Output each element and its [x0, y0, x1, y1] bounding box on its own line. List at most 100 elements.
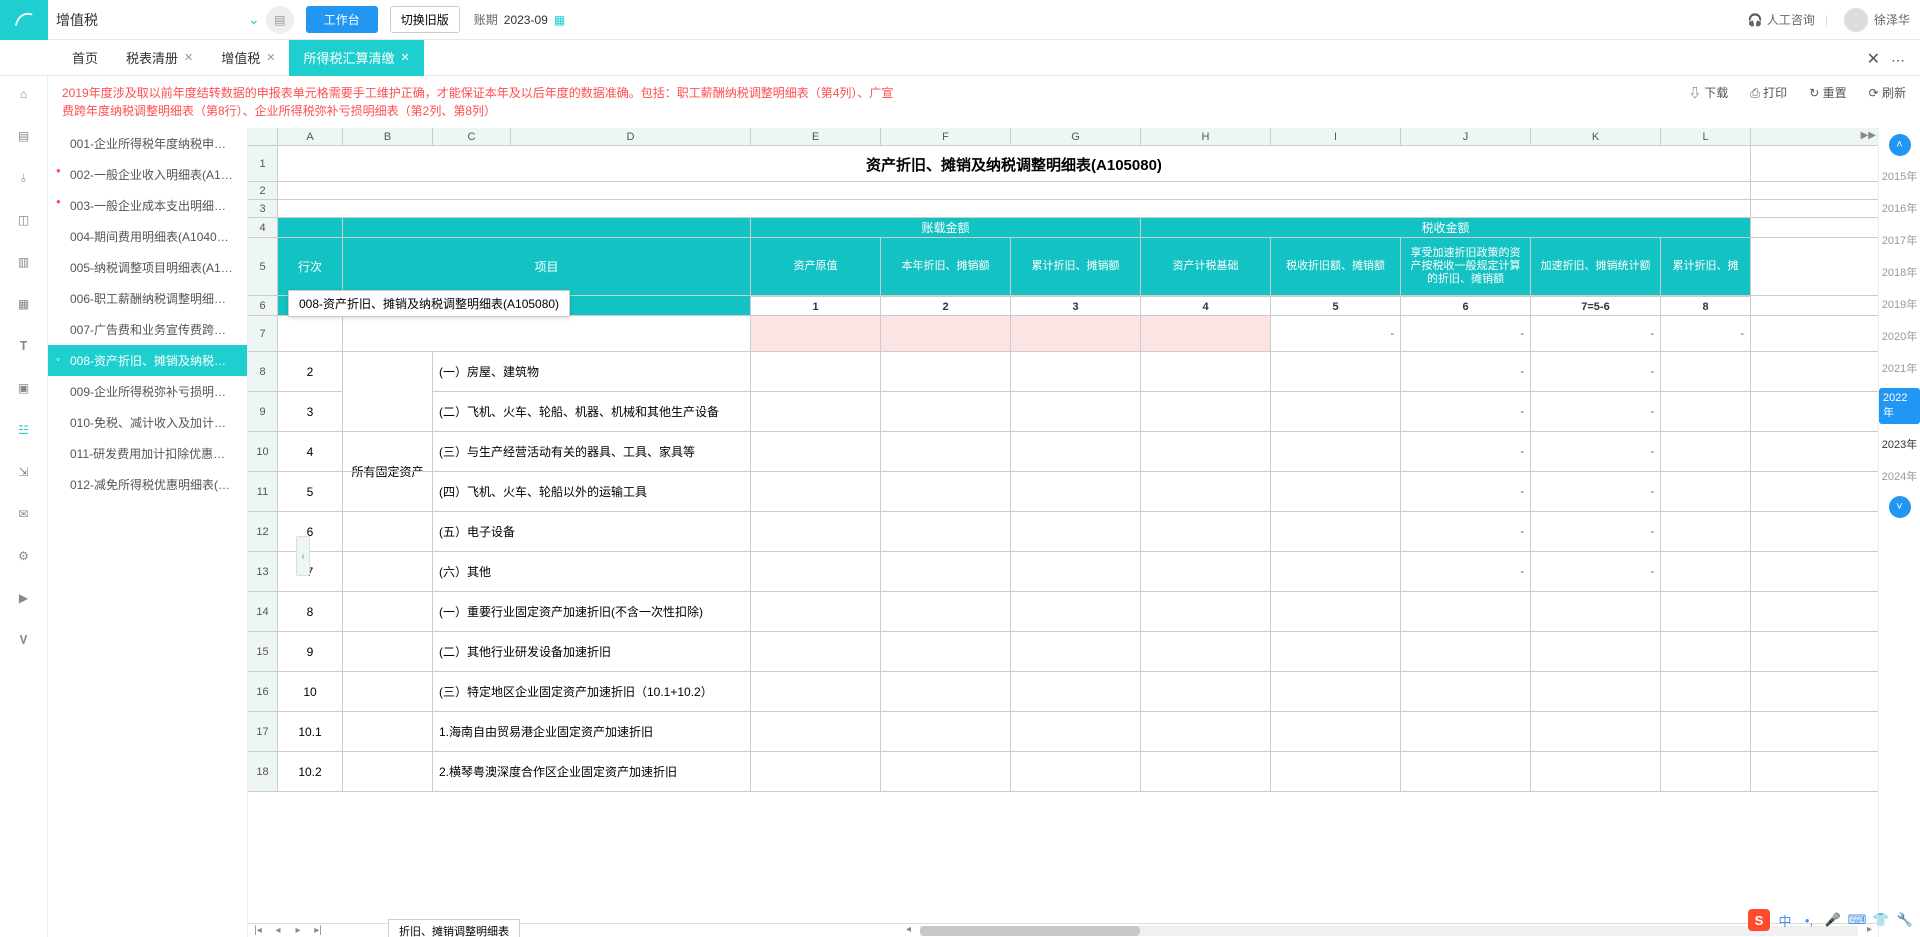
form-list-item[interactable]: 006-职工薪酬纳税调整明细… [48, 283, 247, 314]
year-item[interactable]: 2024年 [1880, 464, 1919, 488]
nav-video-icon[interactable]: ▶ [12, 586, 36, 610]
logo[interactable] [0, 0, 48, 40]
nav-image-icon[interactable]: ▣ [12, 376, 36, 400]
reset-button[interactable]: ↻ 重置 [1809, 84, 1846, 101]
year-item[interactable]: 2015年 [1880, 164, 1919, 188]
ime-badge[interactable]: S [1748, 909, 1770, 931]
calendar-icon[interactable]: ▦ [554, 13, 565, 27]
ime-keyboard-icon[interactable]: ⌨ [1848, 911, 1866, 929]
nav-money-icon[interactable]: ◫ [12, 208, 36, 232]
year-item[interactable]: 2022年 [1879, 388, 1920, 424]
year-item[interactable]: 2021年 [1880, 356, 1919, 380]
tab-vat[interactable]: 增值税✕ [207, 40, 289, 76]
col-header[interactable]: E [751, 128, 881, 145]
col-header[interactable]: D [511, 128, 751, 145]
tax-type-dropdown[interactable]: 增值税 ⌄ [56, 10, 260, 30]
form-list-item[interactable]: 008-资产折旧、摊销及纳税… [48, 345, 247, 376]
close-icon[interactable]: ✕ [266, 51, 275, 64]
hscroll: |◂ ◂ ▸ ▸| 折旧、摊销调整明细表 ◂ ▸ [248, 923, 1878, 937]
form-list-item[interactable]: 007-广告费和业务宣传费跨… [48, 314, 247, 345]
year-up-icon[interactable]: ˄ [1889, 134, 1911, 156]
year-item[interactable]: 2023年 [1880, 432, 1919, 456]
nav-doc-icon[interactable]: ▤ [12, 124, 36, 148]
ime-punct-icon[interactable]: •, [1800, 911, 1818, 929]
hscroll-track[interactable]: ◂ ▸ [920, 926, 1858, 936]
tax-type-label: 增值税 [56, 10, 98, 30]
hscroll-thumb[interactable] [920, 926, 1140, 936]
last-sheet-icon[interactable]: ▸| [308, 925, 328, 936]
nav-v-icon[interactable]: 𝐕 [12, 628, 36, 652]
header-bar: 增值税 ⌄ ▤ 工作台 切换旧版 账期 2023-09 ▦ 🎧 人工咨询 | 徐… [0, 0, 1920, 40]
form-list-item[interactable]: 012-减免所得税优惠明细表(… [48, 469, 247, 500]
prev-sheet-icon[interactable]: ◂ [268, 925, 288, 936]
doc-icon-button[interactable]: ▤ [266, 6, 294, 34]
col-header[interactable]: L [1661, 128, 1751, 145]
year-down-icon[interactable]: ˅ [1889, 496, 1911, 518]
tab-home[interactable]: 首页 [58, 40, 112, 76]
form-list-item[interactable]: 002-一般企业收入明细表(A1… [48, 159, 247, 190]
tab-tax-list[interactable]: 税表清册✕ [112, 40, 207, 76]
switch-old-button[interactable]: 切换旧版 [390, 6, 460, 33]
sheet-tab[interactable]: 折旧、摊销调整明细表 [388, 919, 520, 937]
close-icon[interactable]: ✕ [184, 51, 193, 64]
nav-stack-icon[interactable]: ☳ [12, 418, 36, 442]
year-item[interactable]: 2020年 [1880, 324, 1919, 348]
year-item[interactable]: 2017年 [1880, 228, 1919, 252]
nav-form-icon[interactable]: ▦ [12, 292, 36, 316]
consult-link[interactable]: 人工咨询 [1767, 11, 1815, 28]
col-header[interactable]: K [1531, 128, 1661, 145]
download-button[interactable]: ⇩ 下载 [1689, 84, 1728, 101]
nav-export-icon[interactable]: ⇲ [12, 460, 36, 484]
corner-cell[interactable] [248, 128, 278, 145]
first-sheet-icon[interactable]: |◂ [248, 925, 268, 936]
ime-lang[interactable]: 中 [1776, 911, 1794, 929]
nav-mail-icon[interactable]: ✉ [12, 502, 36, 526]
nav-text-icon[interactable]: 𝐓 [12, 334, 36, 358]
period-value[interactable]: 2023-09 [504, 13, 548, 27]
nav-chart-icon[interactable]: ⫰ [12, 166, 36, 190]
print-button[interactable]: ⎙ 打印 [1750, 84, 1787, 101]
col-header[interactable]: B [343, 128, 433, 145]
expand-right-icon[interactable]: ▶▶ [1859, 128, 1878, 143]
col-header[interactable]: I [1271, 128, 1401, 145]
avatar[interactable] [1844, 8, 1868, 32]
col-header[interactable]: H [1141, 128, 1271, 145]
user-name[interactable]: 徐泽华 [1874, 11, 1910, 28]
year-item[interactable]: 2019年 [1880, 292, 1919, 316]
period-label: 账期 [474, 11, 498, 28]
year-item[interactable]: 2018年 [1880, 260, 1919, 284]
year-item[interactable]: 2016年 [1880, 196, 1919, 220]
more-icon[interactable]: ⋯ [1891, 52, 1906, 69]
tab-income-tax[interactable]: 所得税汇算清缴✕ [289, 40, 423, 76]
spreadsheet: 008-资产折旧、摊销及纳税调整明细表(A105080) ▶▶ ABCDEFGH… [248, 128, 1878, 937]
form-list-item[interactable]: 001-企业所得税年度纳税申… [48, 128, 247, 159]
nav-clipboard-icon[interactable]: ▥ [12, 250, 36, 274]
form-list-item[interactable]: 003-一般企业成本支出明细… [48, 190, 247, 221]
col-header[interactable]: J [1401, 128, 1531, 145]
close-all-icon[interactable]: ✕ [1867, 49, 1880, 69]
ime-tool-icon[interactable]: 🔧 [1896, 911, 1914, 929]
close-icon[interactable]: ✕ [401, 51, 410, 64]
form-list-item[interactable]: 010-免税、减计收入及加计… [48, 407, 247, 438]
ime-mic-icon[interactable]: 🎤 [1824, 911, 1842, 929]
form-list-item[interactable]: 005-纳税调整项目明细表(A1… [48, 252, 247, 283]
year-ribbon: ˄ 2015年 2016年 2017年 2018年 2019年 2020年 2021年 202… [1878, 128, 1920, 937]
workspace: 001-企业所得税年度纳税申…002-一般企业收入明细表(A1…003-一般企业… [48, 128, 1920, 937]
col-header[interactable]: C [433, 128, 511, 145]
refresh-button[interactable]: ⟳ 刷新 [1869, 84, 1906, 101]
form-list-item[interactable]: 011-研发费用加计扣除优惠… [48, 438, 247, 469]
main: ⌂ ▤ ⫰ ◫ ▥ ▦ 𝐓 ▣ ☳ ⇲ ✉ ⚙ ▶ 𝐕 2019年度涉及取以前年… [0, 76, 1920, 937]
col-header[interactable]: G [1011, 128, 1141, 145]
nav-home-icon[interactable]: ⌂ [12, 82, 36, 106]
tooltip: 008-资产折旧、摊销及纳税调整明细表(A105080) [288, 290, 570, 317]
col-header[interactable]: F [881, 128, 1011, 145]
ime-skin-icon[interactable]: 👕 [1872, 911, 1890, 929]
grid-body[interactable]: 1资产折旧、摊销及纳税调整明细表(A105080)234账载金额税收金额5行次项… [248, 146, 1878, 923]
form-list-item[interactable]: 004-期间费用明细表(A1040… [48, 221, 247, 252]
next-sheet-icon[interactable]: ▸ [288, 925, 308, 936]
collapse-handle[interactable]: ‹ [296, 536, 310, 576]
nav-gear-icon[interactable]: ⚙ [12, 544, 36, 568]
workspace-button[interactable]: 工作台 [306, 6, 378, 33]
form-list-item[interactable]: 009-企业所得税弥补亏损明… [48, 376, 247, 407]
col-header[interactable]: A [278, 128, 343, 145]
